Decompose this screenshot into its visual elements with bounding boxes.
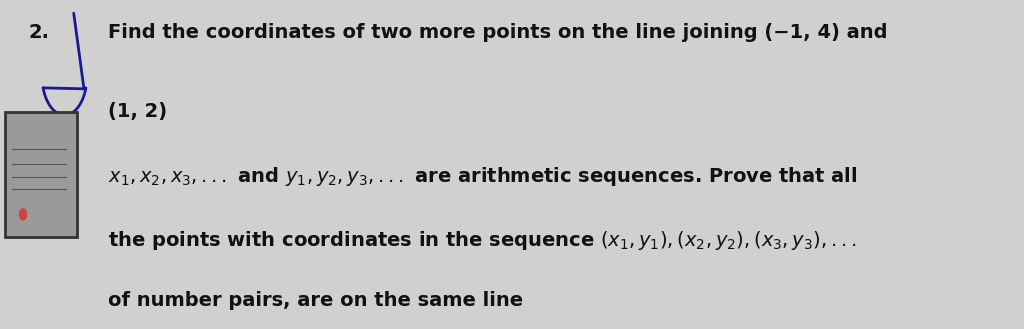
Text: Find the coordinates of two more points on the line joining (−1, 4) and: Find the coordinates of two more points …: [108, 23, 887, 42]
Text: (1, 2): (1, 2): [108, 102, 167, 121]
Text: the points with coordinates in the sequence $(x_1, y_1), (x_2, y_2), (x_3, y_3),: the points with coordinates in the seque…: [108, 229, 856, 252]
Text: $x_1, x_2, x_3,...$ and $y_1, y_2, y_3,...$ are arithmetic sequences. Prove that: $x_1, x_2, x_3,...$ and $y_1, y_2, y_3,.…: [108, 164, 857, 188]
Ellipse shape: [18, 208, 28, 221]
Text: of number pairs, are on the same line: of number pairs, are on the same line: [108, 291, 522, 310]
Text: 3.: 3.: [29, 164, 49, 184]
Bar: [5, 112, 77, 237]
Text: 2.: 2.: [29, 23, 50, 42]
